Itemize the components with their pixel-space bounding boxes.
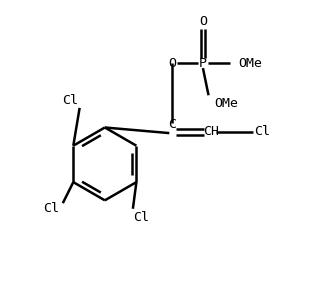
Text: Cl: Cl <box>44 202 60 215</box>
Text: CH: CH <box>203 125 219 138</box>
Text: P: P <box>199 57 207 70</box>
Text: O: O <box>168 57 176 70</box>
Text: C: C <box>168 118 176 131</box>
Text: O: O <box>199 14 207 27</box>
Text: OMe: OMe <box>214 97 238 110</box>
Text: Cl: Cl <box>254 125 270 138</box>
Text: OMe: OMe <box>238 57 262 70</box>
Text: Cl: Cl <box>133 211 149 224</box>
Text: Cl: Cl <box>62 94 78 107</box>
